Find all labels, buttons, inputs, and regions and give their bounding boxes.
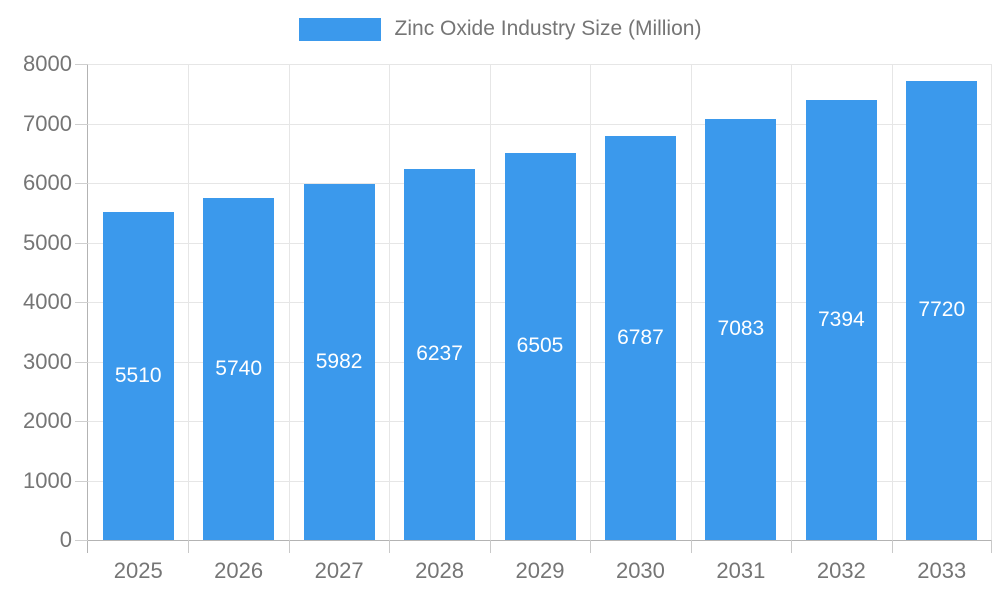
- legend-swatch-icon: [298, 17, 381, 41]
- x-tick-label: 2031: [716, 558, 766, 583]
- x-axis-tick: [791, 540, 792, 553]
- y-tick-label: 4000: [23, 289, 72, 314]
- y-tick-label: 7000: [23, 110, 72, 136]
- y-axis-tick: [75, 302, 88, 303]
- bar-value-label: 6787: [617, 326, 664, 350]
- y-axis-tick: [75, 123, 88, 125]
- bar-value-label: 7720: [918, 298, 966, 322]
- bar-value-label: 6505: [516, 334, 564, 358]
- x-axis-baseline: [88, 540, 992, 541]
- bar[interactable]: 7394: [805, 100, 877, 540]
- x-tick-label: 2027: [314, 558, 364, 583]
- y-axis-tick: [75, 540, 88, 541]
- legend-label: Zinc Oxide Industry Size (Million): [394, 17, 702, 40]
- bar[interactable]: 7720: [906, 80, 978, 540]
- y-axis-line: [87, 64, 88, 553]
- v-gridline: [691, 64, 692, 540]
- bar[interactable]: 6237: [404, 168, 476, 540]
- bar-value-label: 7083: [717, 317, 765, 341]
- bar-value-label: 5510: [114, 364, 162, 388]
- y-tick-label: 8000: [23, 51, 72, 76]
- x-tick-label: 2025: [113, 558, 163, 583]
- y-tick-label: 0: [59, 527, 72, 552]
- v-gridline: [791, 64, 792, 540]
- bar[interactable]: 6505: [504, 152, 576, 540]
- v-gridline: [389, 64, 390, 540]
- bar[interactable]: 5982: [303, 184, 375, 540]
- x-axis-tick: [892, 540, 893, 553]
- v-gridline: [590, 64, 591, 540]
- x-axis-tick: [289, 540, 290, 553]
- x-axis-tick: [188, 540, 189, 553]
- v-gridline: [289, 64, 290, 540]
- y-axis-tick: [75, 361, 88, 363]
- x-tick-label: 2028: [415, 558, 465, 583]
- y-axis-tick: [75, 64, 88, 65]
- bar-value-label: 6237: [416, 342, 463, 366]
- bar[interactable]: 5510: [102, 212, 174, 540]
- chart-legend[interactable]: Zinc Oxide Industry Size (Million): [0, 17, 1000, 41]
- bar-value-label: 7394: [817, 308, 865, 332]
- y-tick-label: 2000: [23, 408, 72, 433]
- y-tick-label: 1000: [23, 467, 72, 493]
- bar[interactable]: 6787: [604, 136, 676, 540]
- bar[interactable]: 7083: [705, 118, 777, 540]
- x-tick-label: 2032: [816, 558, 866, 583]
- y-axis-tick: [75, 183, 88, 184]
- bar-value-label: 5982: [315, 350, 363, 374]
- plot-area: 5510 5740 5982 6237 6505 6787 7083 7394 7720: [88, 64, 992, 540]
- v-gridline: [892, 64, 893, 540]
- h-gridline: [88, 123, 992, 125]
- bar-value-label: 5740: [215, 357, 263, 381]
- x-axis-tick: [389, 540, 390, 553]
- x-tick-label: 2030: [615, 558, 665, 583]
- x-tick-label: 2029: [515, 558, 565, 583]
- y-tick-label: 3000: [23, 348, 72, 374]
- y-axis-tick: [75, 421, 88, 422]
- v-gridline: [991, 64, 992, 540]
- bar[interactable]: 5740: [203, 198, 275, 540]
- y-tick-label: 5000: [23, 229, 72, 255]
- x-axis-tick: [991, 540, 992, 553]
- h-gridline: [88, 64, 992, 65]
- x-axis-tick: [490, 540, 491, 553]
- y-axis-tick: [75, 480, 88, 482]
- y-tick-label: 6000: [23, 170, 72, 195]
- v-gridline: [490, 64, 491, 540]
- v-gridline: [188, 64, 189, 540]
- x-axis-tick: [691, 540, 692, 553]
- y-axis-tick: [75, 242, 88, 244]
- x-tick-label: 2026: [214, 558, 264, 583]
- x-axis-tick: [590, 540, 591, 553]
- x-tick-label: 2033: [917, 558, 967, 583]
